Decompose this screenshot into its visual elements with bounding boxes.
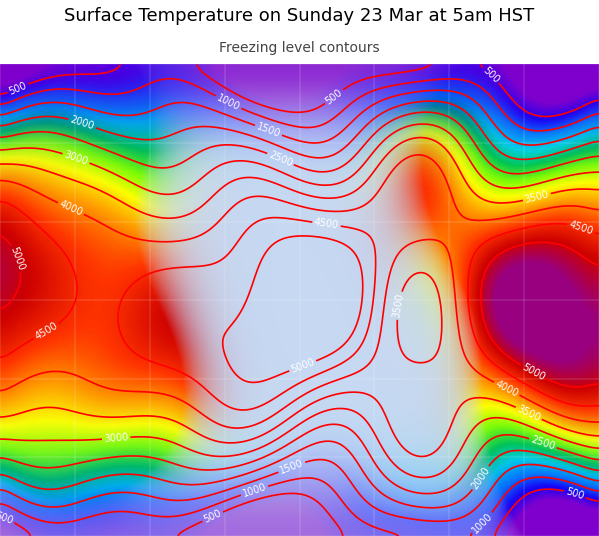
Text: 500: 500 (565, 486, 585, 502)
Text: 3500: 3500 (392, 293, 406, 318)
Text: 1500: 1500 (255, 121, 282, 139)
Text: 4500: 4500 (314, 218, 340, 231)
Text: 2000: 2000 (69, 115, 95, 132)
Text: 1000: 1000 (215, 93, 241, 112)
Text: 4000: 4000 (58, 199, 84, 218)
Text: 5000: 5000 (289, 357, 316, 375)
Text: 4500: 4500 (568, 219, 594, 236)
Text: 3000: 3000 (63, 150, 89, 167)
Text: 3500: 3500 (516, 404, 542, 423)
Text: 3000: 3000 (104, 432, 129, 444)
Text: 500: 500 (0, 510, 14, 526)
Text: 5000: 5000 (8, 245, 26, 271)
Text: 3500: 3500 (524, 189, 550, 205)
Text: 1000: 1000 (470, 511, 495, 535)
Text: 500: 500 (324, 87, 344, 106)
Text: 5000: 5000 (520, 362, 546, 383)
Text: 1500: 1500 (279, 458, 305, 476)
Text: 2500: 2500 (267, 150, 294, 168)
Text: 500: 500 (202, 508, 223, 525)
Text: 1000: 1000 (241, 482, 268, 499)
Text: 2500: 2500 (530, 435, 556, 452)
Text: Surface Temperature on Sunday 23 Mar at 5am HST: Surface Temperature on Sunday 23 Mar at … (64, 7, 535, 25)
Text: 500: 500 (8, 80, 29, 96)
Text: Freezing level contours: Freezing level contours (219, 41, 380, 55)
Text: 500: 500 (480, 65, 501, 85)
Text: 4000: 4000 (494, 378, 520, 399)
Text: 4500: 4500 (34, 321, 60, 342)
Text: 2000: 2000 (470, 465, 492, 491)
